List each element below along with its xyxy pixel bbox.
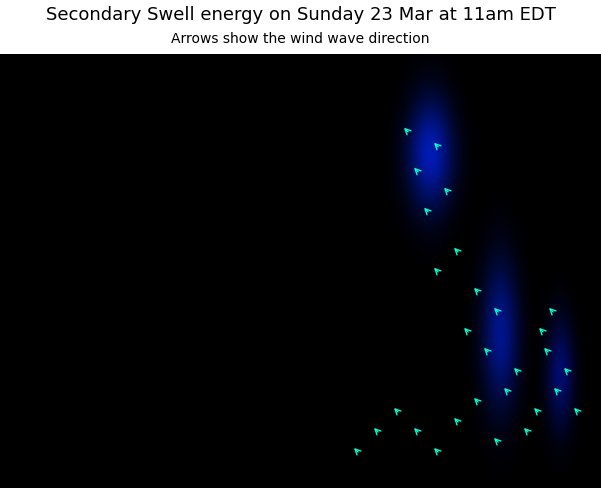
Text: Arrows show the wind wave direction: Arrows show the wind wave direction [171,32,430,46]
Text: Secondary Swell energy on Sunday 23 Mar at 11am EDT: Secondary Swell energy on Sunday 23 Mar … [46,6,555,24]
